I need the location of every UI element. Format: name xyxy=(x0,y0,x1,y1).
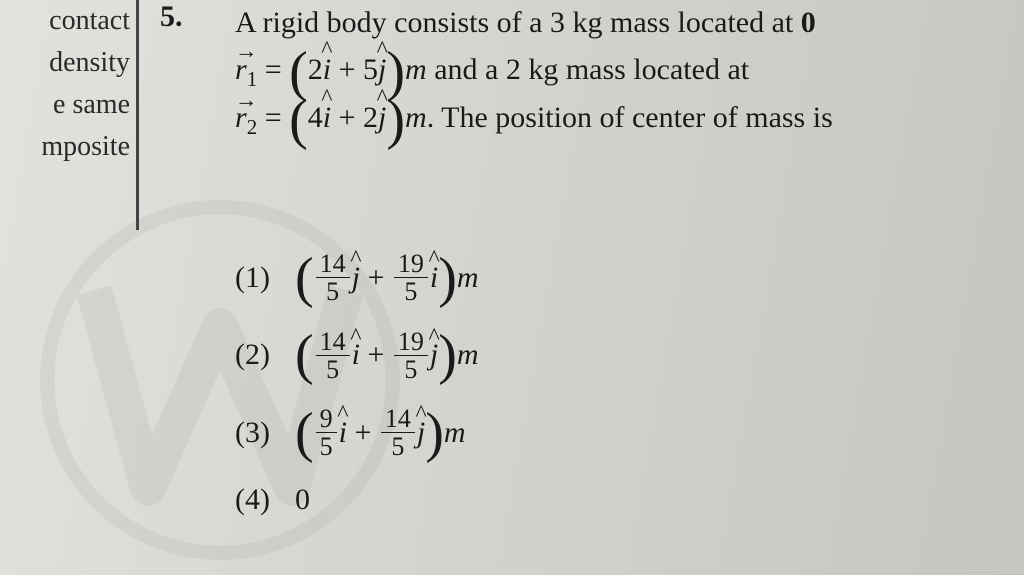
option-1: (1) ( 145 j + 195 i ) m xyxy=(235,250,479,306)
option-2: (2) ( 145 i + 195 j ) m xyxy=(235,328,479,384)
unit-vector: j xyxy=(417,416,425,450)
question-number: 5. xyxy=(160,0,183,34)
mass2: 2 kg xyxy=(506,53,559,86)
option-4: (4) 0 xyxy=(235,483,479,517)
left-column-fragments: contact density e same mposite xyxy=(0,0,139,230)
fraction: 195 xyxy=(394,328,428,384)
frag-line: e same xyxy=(0,84,130,126)
option-number: (3) xyxy=(235,416,295,450)
jhat: j xyxy=(378,95,386,142)
ihat: i xyxy=(323,95,331,142)
frag-line: contact xyxy=(0,0,130,42)
frag-line: mposite xyxy=(0,126,130,168)
vector-r2: r xyxy=(235,95,247,142)
unit-vector: j xyxy=(430,338,438,372)
sub-2: 2 xyxy=(247,115,258,139)
origin-zero: 0 xyxy=(801,6,816,39)
option-plain: 0 xyxy=(295,483,310,517)
question-body: A rigid body consists of a 3 kg mass loc… xyxy=(235,0,1005,144)
unit-vector: i xyxy=(430,261,438,295)
fraction: 145 xyxy=(316,328,350,384)
fraction: 145 xyxy=(381,405,415,461)
option-3: (3) ( 95 i + 145 j ) m xyxy=(235,405,479,461)
unit-m: m xyxy=(457,338,479,372)
option-number: (4) xyxy=(235,483,295,517)
text: and a xyxy=(434,53,506,86)
option-number: (2) xyxy=(235,338,295,372)
unit-m: m xyxy=(405,101,427,134)
text: A rigid body consists of a xyxy=(235,6,550,39)
unit-m: m xyxy=(405,53,427,86)
frag-line: density xyxy=(0,42,130,84)
text: mass located at xyxy=(558,53,749,86)
options-list: (1) ( 145 j + 195 i ) m (2) ( 145 i + 19… xyxy=(235,250,479,539)
unit-m: m xyxy=(457,261,479,295)
unit-vector: j xyxy=(352,261,360,295)
text: . The position of center of mass is xyxy=(427,101,833,134)
unit-vector: i xyxy=(339,416,347,450)
option-number: (1) xyxy=(235,261,295,295)
mass1: 3 kg xyxy=(550,6,603,39)
unit-vector: i xyxy=(352,338,360,372)
fraction: 195 xyxy=(394,250,428,306)
fraction: 95 xyxy=(316,405,337,461)
unit-m: m xyxy=(444,416,466,450)
text: mass located at xyxy=(603,6,801,39)
fraction: 145 xyxy=(316,250,350,306)
